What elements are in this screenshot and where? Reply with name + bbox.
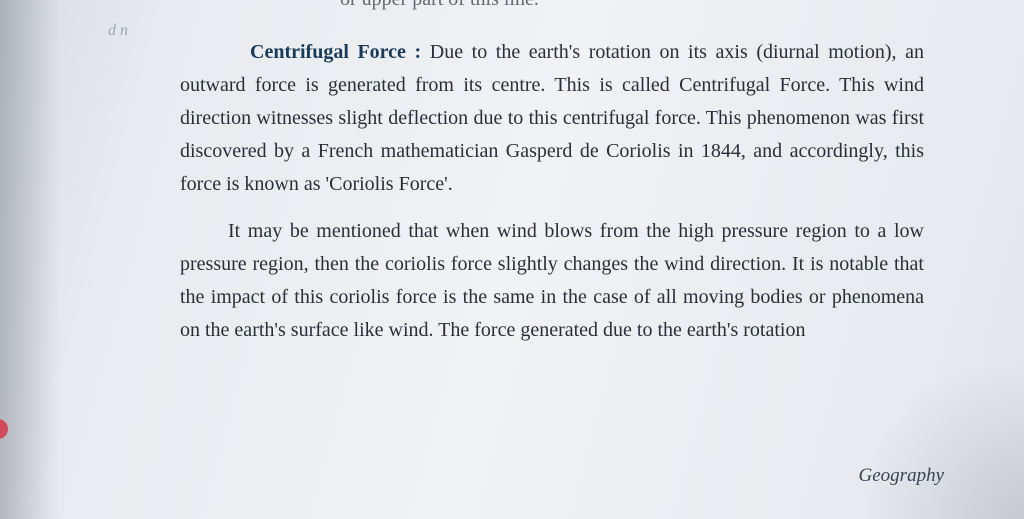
margin-notation: d n bbox=[108, 22, 128, 40]
subject-footer-label: Geography bbox=[859, 465, 944, 487]
paragraph-body-1: Due to the earth's rotation on its axis … bbox=[180, 41, 924, 195]
paragraph-coriolis-explanation: It may be mentioned that when wind blows… bbox=[180, 215, 924, 347]
inline-heading: Centrifugal Force : bbox=[250, 41, 421, 63]
paragraph-centrifugal-force: Centrifugal Force : Due to the earth's r… bbox=[180, 36, 924, 201]
textbook-page: or upper part of this line. d n Centrifu… bbox=[0, 0, 1024, 519]
cropped-previous-line: or upper part of this line. bbox=[340, 0, 539, 11]
